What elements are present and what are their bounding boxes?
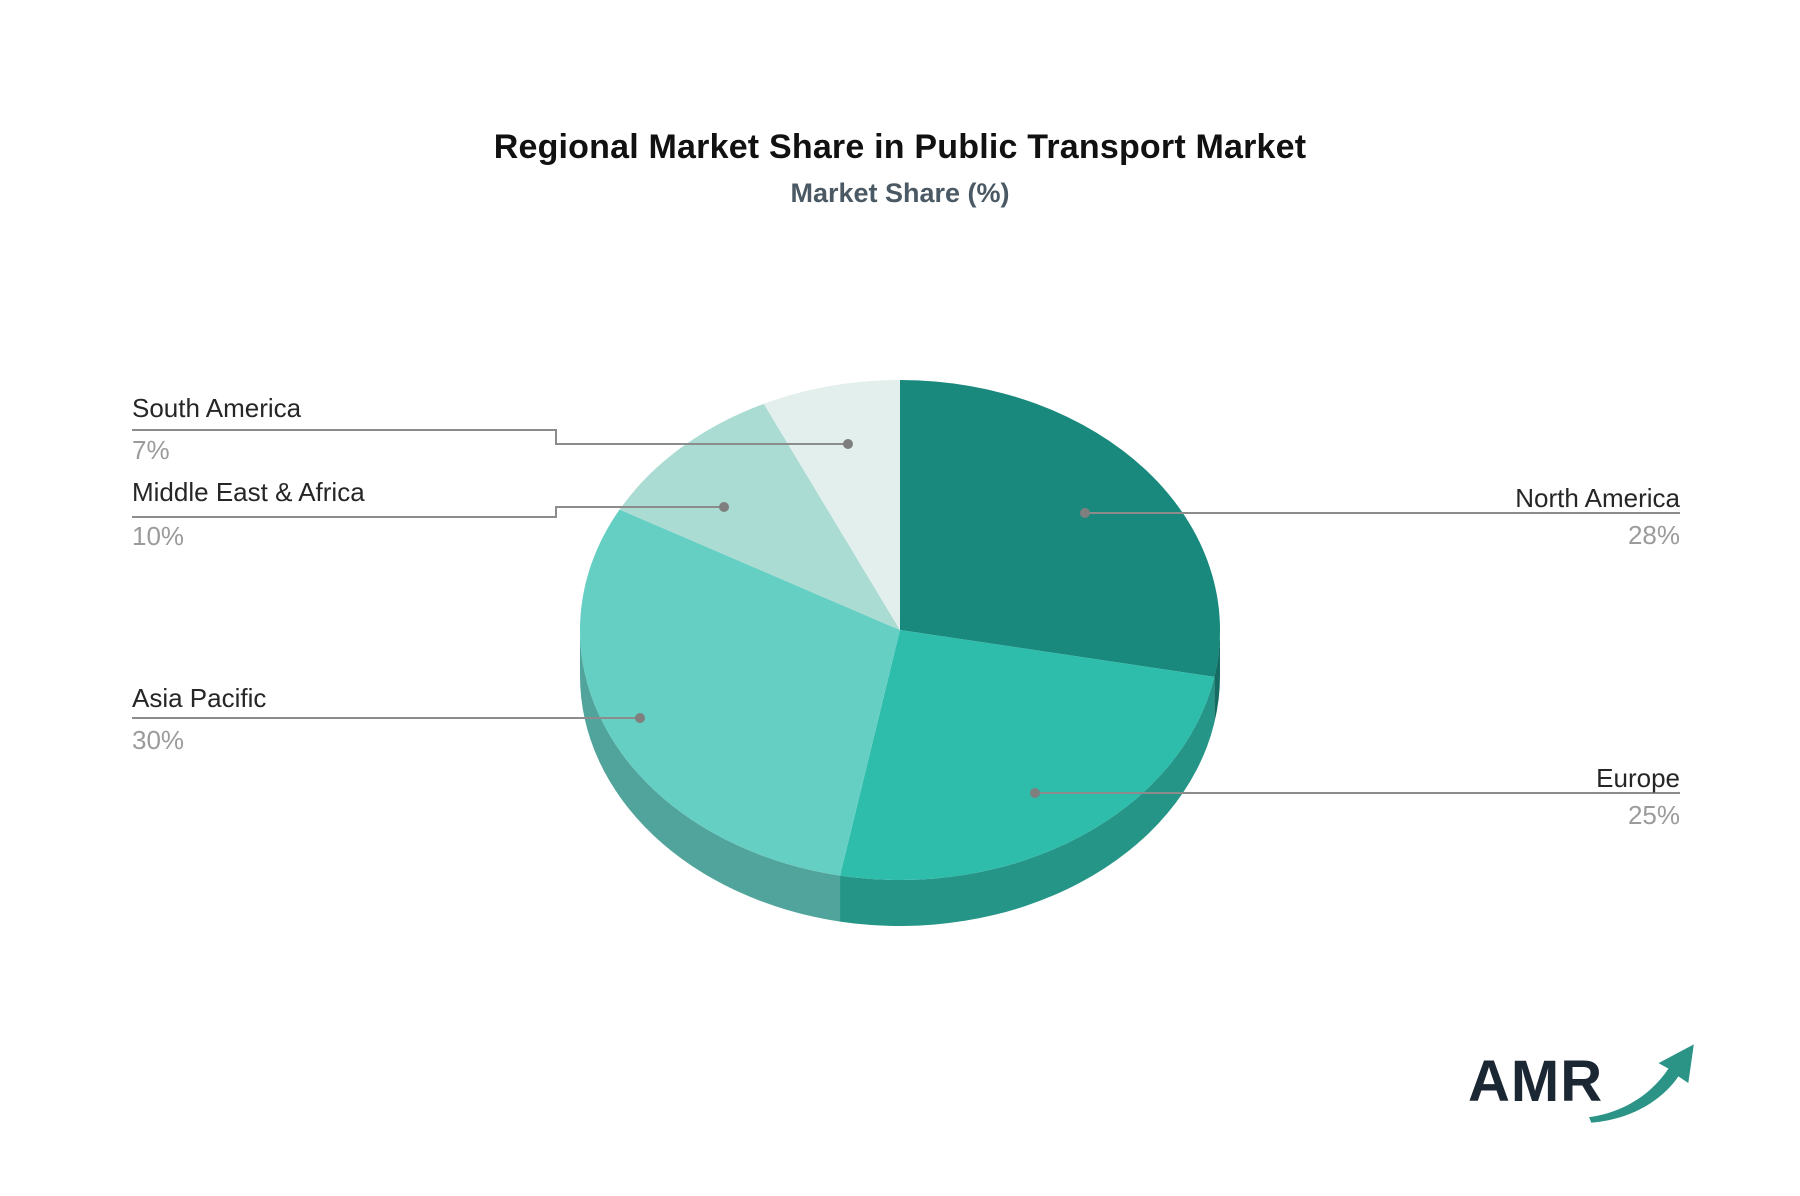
pie-slice-middle-east-africa[interactable] xyxy=(619,403,900,630)
pie-slice-rim-asia-pacific xyxy=(580,630,841,922)
chart-title: Regional Market Share in Public Transpor… xyxy=(493,128,1307,166)
logo-arrow-icon xyxy=(1589,1044,1694,1123)
pie-slice-europe[interactable] xyxy=(840,630,1215,881)
leader-line-middle-east-africa xyxy=(132,506,724,518)
callout-pct-asia-pacific: 30% xyxy=(132,725,185,755)
callout-label-south-america: South America xyxy=(132,393,302,423)
pie-slice-asia-pacific[interactable] xyxy=(580,509,900,876)
callout-pct-europe: 25% xyxy=(1627,800,1680,830)
callout-pct-north-america: 28% xyxy=(1627,520,1680,550)
callout-label-north-america: North America xyxy=(1515,483,1680,513)
leader-dot-south-america xyxy=(843,439,853,449)
callout-label-europe: Europe xyxy=(1596,763,1680,793)
pie-slice-north-america[interactable] xyxy=(900,380,1220,677)
callout-pct-south-america: 7% xyxy=(132,435,170,465)
callout-label-middle-east-africa: Middle East & Africa xyxy=(132,477,365,507)
callout-label-asia-pacific: Asia Pacific xyxy=(132,683,267,713)
leader-line-south-america xyxy=(132,429,848,445)
amr-logo-text: AMR xyxy=(1468,1049,1604,1114)
pie-slice-rim-north-america xyxy=(1214,630,1220,723)
callout-pct-middle-east-africa: 10% xyxy=(132,521,185,551)
leader-dot-europe xyxy=(1030,788,1040,798)
leader-dot-asia-pacific xyxy=(635,713,645,723)
leader-dot-middle-east-africa xyxy=(719,502,729,512)
leader-dot-north-america xyxy=(1080,508,1090,518)
pie-slice-rim-europe xyxy=(840,676,1215,927)
amr-logo: AMR xyxy=(1468,1040,1698,1140)
pie-slice-south-america[interactable] xyxy=(763,380,900,630)
chart-subtitle: Market Share (%) xyxy=(790,178,1010,208)
